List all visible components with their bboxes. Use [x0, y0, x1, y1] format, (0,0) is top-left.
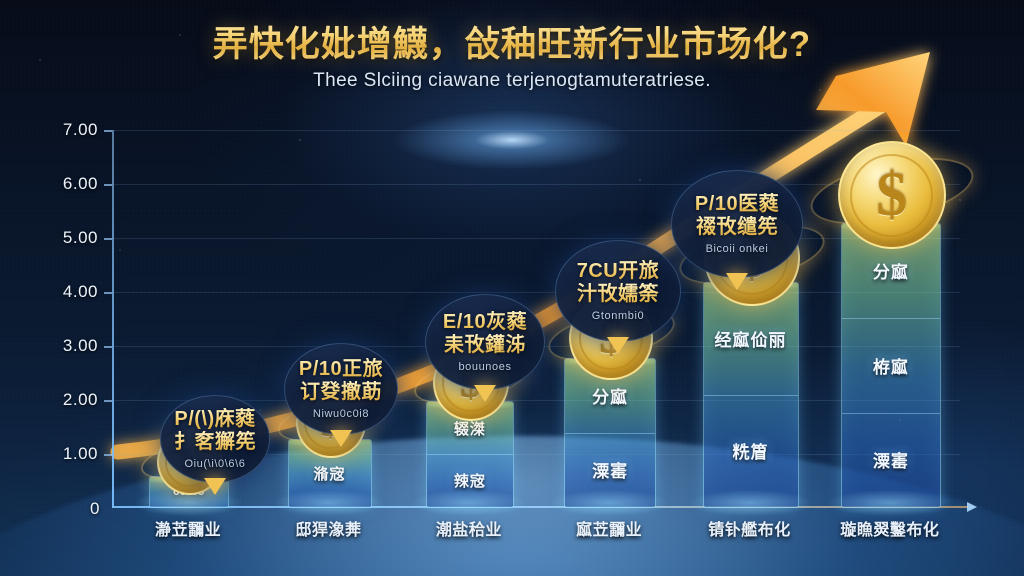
y-axis-tick [104, 400, 112, 402]
x-axis-labels: 瀞苙鿨业 邸猂潒莾 潮盐秴业 寙苙鿨业 锖钋艦布化 璇䁩翜鑿布化 [112, 512, 954, 552]
grid-line [112, 130, 960, 131]
y-axis-label: 5.00 [62, 228, 98, 247]
page-title: 弄快化妣增鱴，敆秞旺新行业市场化? [0, 16, 1024, 67]
y-axis-label: 7.00 [62, 120, 98, 139]
y-axis-label: 4.00 [62, 282, 98, 301]
grid-line [112, 292, 960, 293]
page-subtitle: Thee Slciing ciawane terjenogtamuteratri… [313, 70, 711, 91]
callout-pointer-icon [726, 273, 748, 290]
x-axis-label: 邸猂潒莾 [295, 522, 362, 539]
grid-line [112, 238, 960, 239]
bar-segment-divider [565, 432, 656, 434]
callout-line-caption: Gtonmbi0 [591, 310, 645, 323]
bar-segment-label: 潥寚 [592, 462, 629, 482]
grid-line [112, 184, 960, 185]
y-axis-tick [104, 346, 112, 348]
bar-segment-label: 潥寚 [872, 452, 909, 472]
callout-line-primary: P/10医蕤 [694, 192, 780, 215]
bar-fill [565, 358, 656, 507]
y-axis-tick [104, 184, 112, 186]
callout-pointer-icon [607, 337, 629, 354]
callout-bubble[interactable]: P/10正旅 订癹撤莇 Niwu0c0i8 [284, 343, 398, 447]
bar-segment-label: 经寙 佡丽 [714, 331, 787, 351]
bar-segment-divider [841, 412, 940, 414]
y-tick-label-zero: 0 [90, 499, 100, 518]
bar-column[interactable]: 分寙 潥寚 [564, 357, 657, 508]
callout-line-caption: Niwu0c0i8 [312, 408, 370, 421]
callout-line-primary: P/(\)庥蕤 [174, 407, 256, 430]
callout-line-primary: P/10正旅 [298, 357, 384, 380]
y-axis-label: 3.00 [62, 336, 98, 355]
bar-column[interactable]: 分寙 栫寙 潥寚 [840, 222, 941, 508]
callout-bubble[interactable]: P/10医蕤 䄌攼缱筅 Bicoii onkei [671, 170, 803, 290]
callout-line-secondary: 扌㚚獬筅 [174, 431, 256, 453]
bar-segment-label: 潃宼 [313, 465, 346, 483]
y-axis [112, 130, 114, 508]
bar-segment-divider [841, 318, 940, 319]
bar-segment-label: 分寙 [592, 388, 629, 408]
bar-segment-label: 辍滐 [453, 420, 486, 438]
bar-base-glow [273, 490, 384, 516]
bar-segment-label: 栫寙 [872, 357, 909, 377]
y-axis-label: 6.00 [62, 174, 98, 193]
y-axis-tick [104, 292, 112, 294]
bar-base-glow [826, 490, 953, 516]
bar-fill [841, 223, 940, 507]
y-axis-label: 1.00 [62, 444, 98, 463]
callout-bubble[interactable]: 7CU开旅 汁攼嬬筡 Gtonmbi0 [555, 240, 681, 354]
bar-segment-label: 䊁篃 [732, 443, 769, 463]
callout-line-secondary: 䄌攼缱筅 [696, 216, 778, 238]
bar-base-glow [550, 490, 669, 516]
grid-line [112, 454, 960, 455]
y-axis-label: 2.00 [62, 390, 98, 409]
x-axis-label: 瀞苙鿨业 [155, 522, 222, 539]
bar-column[interactable]: 经寙 佡丽 䊁篃 [702, 281, 799, 508]
y-axis-tick [104, 130, 112, 132]
callout-line-primary: E/10灰蕤 [442, 310, 528, 333]
dollar-sign-icon: $ [876, 160, 908, 230]
grid-line [112, 400, 960, 401]
callout-bubble[interactable]: P/(\)庥蕤 扌㚚獬筅 Oiu(\i\0\6\6 [160, 395, 270, 495]
callout-line-caption: Oiu(\i\0\6\6 [184, 458, 246, 471]
x-axis-label: 寙苙鿨业 [576, 522, 643, 539]
callout-line-secondary: 耒攼鑵泲 [444, 334, 526, 356]
callout-bubble[interactable]: E/10灰蕤 耒攼鑵泲 bouunoes [425, 294, 545, 402]
x-axis-label: 璇䁩翜鑿布化 [840, 522, 940, 539]
x-axis-label: 潮盐秴业 [435, 522, 502, 539]
bar-segment-divider [703, 394, 798, 396]
callout-line-caption: Bicoii onkei [705, 243, 769, 256]
bar-segment-divider [426, 454, 513, 456]
x-axis-label: 锖钋艦布化 [708, 522, 791, 539]
bar-fill [703, 282, 798, 507]
callout-line-secondary: 汁攼嬬筡 [577, 283, 659, 305]
y-axis-tick [104, 454, 112, 456]
callout-line-primary: 7CU开旅 [576, 259, 660, 282]
callout-line-secondary: 订癹撤莇 [300, 381, 382, 403]
bar-segment-label: 分寙 [872, 263, 909, 283]
callout-line-caption: bouunoes [458, 361, 512, 374]
bar-base-glow [411, 490, 526, 516]
callout-pointer-icon [330, 430, 352, 447]
y-axis-tick [104, 238, 112, 240]
bar-column[interactable]: 辍滐 辣宼 [425, 400, 514, 508]
bar-base-glow [688, 490, 811, 516]
bar-segment-label: 辣宼 [453, 473, 486, 491]
dollar-coin-icon: $ [837, 141, 946, 250]
x-axis [112, 502, 977, 512]
callout-pointer-icon [474, 385, 496, 402]
callout-pointer-icon [204, 478, 226, 495]
